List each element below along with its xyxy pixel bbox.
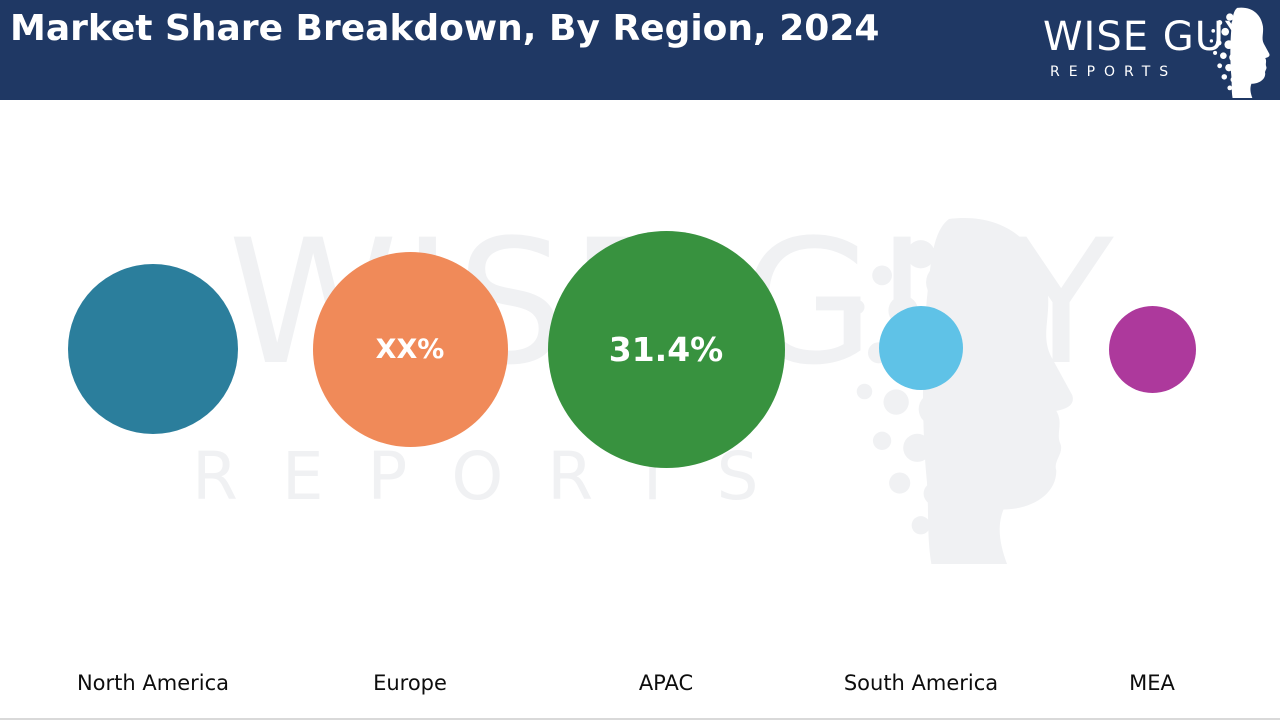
bubble-value-label: 31.4%: [608, 329, 724, 369]
category-label-mea: MEA: [1129, 671, 1175, 695]
category-label-apac: APAC: [638, 671, 694, 695]
bubble-north-america: [68, 264, 238, 434]
category-label-south-america: South America: [843, 671, 999, 695]
logo-head-icon: [1204, 6, 1274, 98]
bubble-mea: [1108, 305, 1196, 393]
bubble-apac: 31.4%: [547, 230, 785, 468]
bubble-value-label: XX%: [375, 333, 445, 365]
bubble-south-america: [879, 306, 963, 390]
category-label-europe: Europe: [373, 671, 447, 695]
header-bar: Market Share Breakdown, By Region, 2024 …: [0, 0, 1280, 100]
bubble-europe: XX%: [312, 251, 508, 447]
page-title: Market Share Breakdown, By Region, 2024: [10, 8, 880, 49]
bottom-divider: [0, 718, 1280, 720]
category-label-north-america: North America: [76, 671, 230, 695]
logo-reports-text: REPORTS: [1050, 64, 1178, 80]
wise-guy-reports-logo: WISE GUY REPORTS: [1025, 4, 1270, 98]
watermark-head-logo-icon: [822, 212, 1090, 564]
